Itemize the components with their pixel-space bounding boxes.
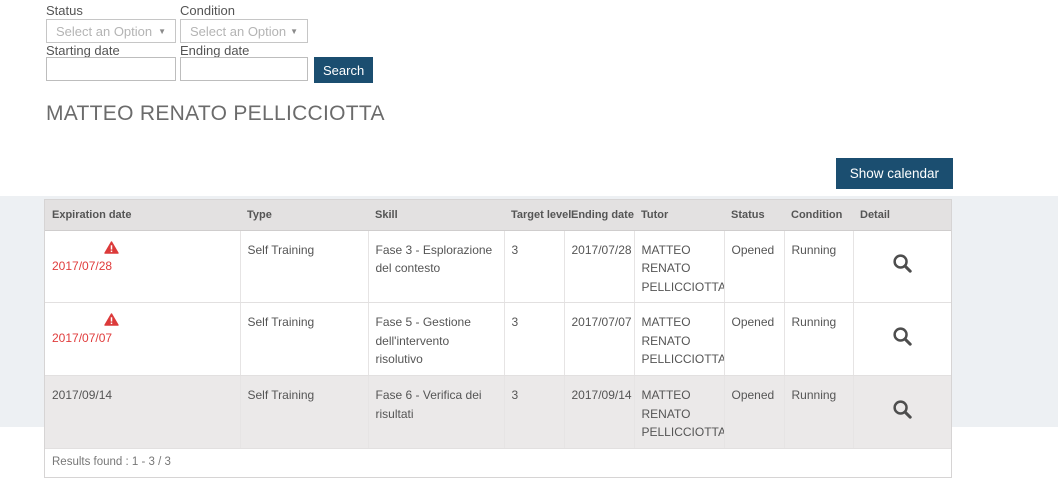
target-level-cell: 3 [504,302,565,377]
show-calendar-button[interactable]: Show calendar [835,158,953,189]
chevron-down-icon: ▼ [290,26,298,36]
warning-icon [104,240,119,254]
warning-icon [104,313,119,327]
status-select[interactable]: Select an Option ▼ [46,19,176,43]
detail-button[interactable] [889,323,916,353]
expiration-date: 2017/07/07 [52,331,113,346]
col-header-skill: Skill [368,200,504,231]
table-footer-row: Results found : 1 - 3 / 3 [45,448,951,477]
col-header-status: Status [724,200,784,231]
ending-date-cell: 2017/07/28 [564,230,635,304]
col-header-expiration-date: Expiration date [45,200,240,231]
expiration-date-cell: 2017/09/14 [45,375,241,449]
col-header-type: Type [240,200,368,231]
expiration-date-cell: 2017/07/07 [45,302,241,377]
type-cell: Self Training [240,375,369,449]
skill-cell: Fase 3 - Esplorazione del contesto [368,230,505,304]
condition-cell: Running [784,230,854,304]
magnifier-icon [893,254,912,273]
expiration-date-cell: 2017/07/28 [45,230,241,304]
status-cell: Opened [724,302,785,377]
condition-cell: Running [784,302,854,377]
tutor-cell: MATTEO RENATO PELLICCIOTTA [634,375,725,449]
detail-cell [853,302,951,377]
magnifier-icon [893,327,912,346]
target-level-cell: 3 [504,230,565,304]
status-label: Status [46,3,83,18]
col-header-condition: Condition [784,200,853,231]
detail-cell [853,230,951,304]
skill-cell: Fase 6 - Verifica dei risultati [368,375,505,449]
table-row: 2017/07/07 Self Training Fase 5 - Gestio… [45,302,951,377]
expiration-date: 2017/09/14 [52,388,113,403]
starting-date-label: Starting date [46,43,120,58]
target-level-cell: 3 [504,375,565,449]
detail-cell [853,375,951,449]
col-header-detail: Detail [853,200,951,231]
ending-date-label: Ending date [180,43,250,58]
type-cell: Self Training [240,302,369,377]
table-row: 2017/09/14 Self Training Fase 6 - Verifi… [45,375,951,449]
results-count: Results found : 1 - 3 / 3 [45,448,951,477]
status-cell: Opened [724,375,785,449]
expiration-date: 2017/07/28 [52,258,113,273]
magnifier-icon [893,400,912,419]
table-header-row: Expiration date Type Skill Target level … [45,200,951,231]
col-header-tutor: Tutor [634,200,724,231]
trainings-table: Expiration date Type Skill Target level … [44,199,952,478]
chevron-down-icon: ▼ [158,26,166,36]
status-select-placeholder: Select an Option [56,23,153,39]
table-row: 2017/07/28 Self Training Fase 3 - Esplor… [45,230,951,304]
col-header-target-level: Target level [504,200,571,231]
condition-label: Condition [180,3,235,18]
tutor-cell: MATTEO RENATO PELLICCIOTTA [634,230,725,304]
detail-button[interactable] [889,250,916,280]
detail-button[interactable] [889,396,916,426]
condition-select[interactable]: Select an Option ▼ [180,19,308,43]
ending-date-cell: 2017/09/14 [564,375,635,449]
skill-cell: Fase 5 - Gestione dell'intervento risolu… [368,302,505,377]
search-button[interactable]: Search [314,57,374,83]
condition-select-placeholder: Select an Option [190,23,287,39]
ending-date-cell: 2017/07/07 [564,302,635,377]
status-cell: Opened [724,230,785,304]
ending-date-input[interactable] [180,57,308,81]
type-cell: Self Training [240,230,369,304]
starting-date-input[interactable] [46,57,176,81]
page-title: MATTEO RENATO PELLICCIOTTA [46,102,385,125]
tutor-cell: MATTEO RENATO PELLICCIOTTA [634,302,725,377]
condition-cell: Running [784,375,854,449]
col-header-ending-date: Ending date [564,200,634,231]
